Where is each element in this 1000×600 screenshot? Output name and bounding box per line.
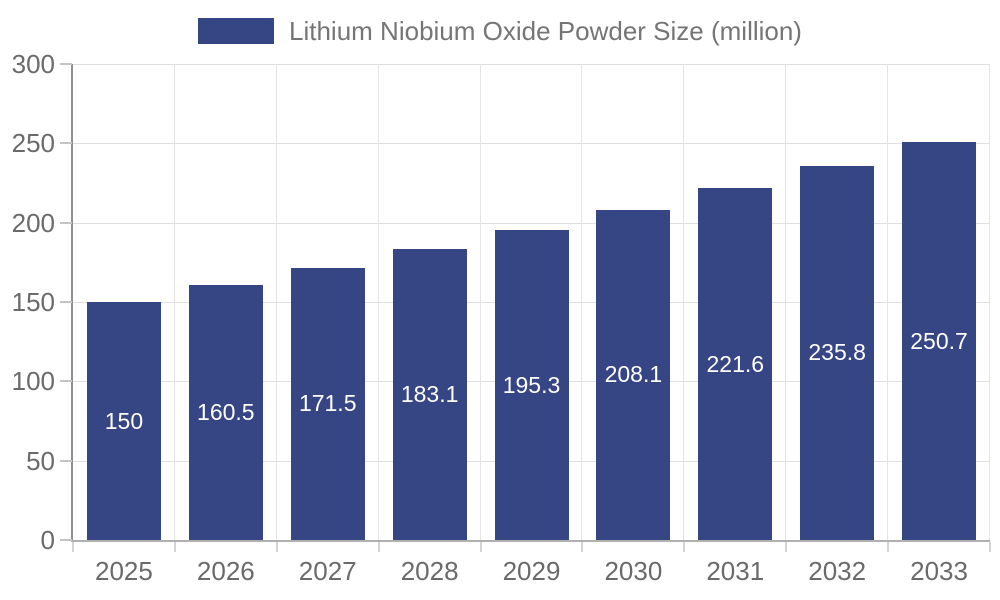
bar-value-label: 150 xyxy=(104,407,144,434)
grid-line-vertical xyxy=(173,64,175,540)
x-tick-mark xyxy=(989,542,991,552)
x-tick-mark xyxy=(785,542,788,552)
y-tick-label: 100 xyxy=(11,366,55,397)
legend-label: Lithium Niobium Oxide Powder Size (milli… xyxy=(289,16,802,46)
bar: 160.5 xyxy=(188,285,263,540)
y-tick-mark xyxy=(60,142,72,145)
bar: 235.8 xyxy=(800,165,875,540)
grid-line-horizontal xyxy=(73,143,990,145)
x-tick-label: 2029 xyxy=(502,556,561,586)
grid-line-vertical xyxy=(479,64,481,540)
grid-line-vertical xyxy=(683,64,685,540)
y-tick-mark xyxy=(60,301,72,303)
bar: 183.1 xyxy=(392,249,467,540)
bar: 195.3 xyxy=(494,230,569,540)
bar-value-label: 208.1 xyxy=(604,361,663,388)
bar-value-label: 160.5 xyxy=(197,399,255,426)
x-tick-mark xyxy=(479,542,482,552)
bar-value-label: 221.6 xyxy=(706,350,765,377)
x-tick-label: 2025 xyxy=(95,556,153,586)
grid-line-vertical xyxy=(581,64,583,540)
y-tick-label: 150 xyxy=(11,287,55,317)
x-axis-line xyxy=(71,540,990,542)
bar-value-label: 250.7 xyxy=(910,327,968,354)
y-tick-mark xyxy=(60,539,72,541)
x-tick-label: 2032 xyxy=(808,556,867,586)
y-tick-label: 300 xyxy=(11,49,55,79)
y-tick-label: 0 xyxy=(40,525,55,555)
x-tick-label: 2033 xyxy=(910,556,968,586)
grid-line-vertical xyxy=(887,64,889,540)
x-tick-mark xyxy=(275,542,278,552)
x-tick-label: 2031 xyxy=(706,556,765,586)
x-tick-label: 2027 xyxy=(298,556,357,586)
bar-value-label: 235.8 xyxy=(808,339,866,366)
x-tick-label: 2030 xyxy=(604,556,663,586)
y-tick-label: 200 xyxy=(11,207,55,238)
bar: 250.7 xyxy=(902,142,977,540)
y-tick-label: 50 xyxy=(26,445,55,476)
y-axis-line xyxy=(71,64,73,542)
y-tick-mark xyxy=(60,380,72,383)
grid-line-vertical xyxy=(275,64,277,540)
y-tick-label: 250 xyxy=(11,128,55,159)
bar-value-label: 195.3 xyxy=(502,371,561,398)
plot-area: 150 160.5 171.5 183.1 195.3 208.1 221.6 235.8 25… xyxy=(73,64,990,540)
x-tick-mark xyxy=(887,542,890,552)
grid-line-horizontal xyxy=(73,64,990,65)
grid-line-vertical xyxy=(989,64,990,540)
chart-legend: Lithium Niobium Oxide Powder Size (milli… xyxy=(0,18,1000,44)
y-tick-mark xyxy=(60,221,72,224)
x-tick-mark xyxy=(581,542,584,552)
x-tick-label: 2028 xyxy=(400,556,459,586)
y-tick-mark xyxy=(60,63,72,65)
y-tick-mark xyxy=(60,459,72,462)
bar: 150 xyxy=(86,302,161,540)
bar-value-label: 171.5 xyxy=(298,390,357,417)
grid-line-vertical xyxy=(377,64,379,540)
grid-line-horizontal xyxy=(73,222,990,224)
x-tick-mark xyxy=(173,542,176,552)
bar: 221.6 xyxy=(698,188,773,540)
bar-value-label: 183.1 xyxy=(400,381,459,408)
x-tick-mark xyxy=(72,542,74,552)
bar: 171.5 xyxy=(290,267,365,540)
grid-line-vertical xyxy=(785,64,787,540)
x-tick-label: 2026 xyxy=(196,556,255,586)
x-tick-mark xyxy=(377,542,380,552)
legend-swatch xyxy=(198,18,275,44)
x-tick-mark xyxy=(683,542,686,552)
bar: 208.1 xyxy=(596,209,671,540)
